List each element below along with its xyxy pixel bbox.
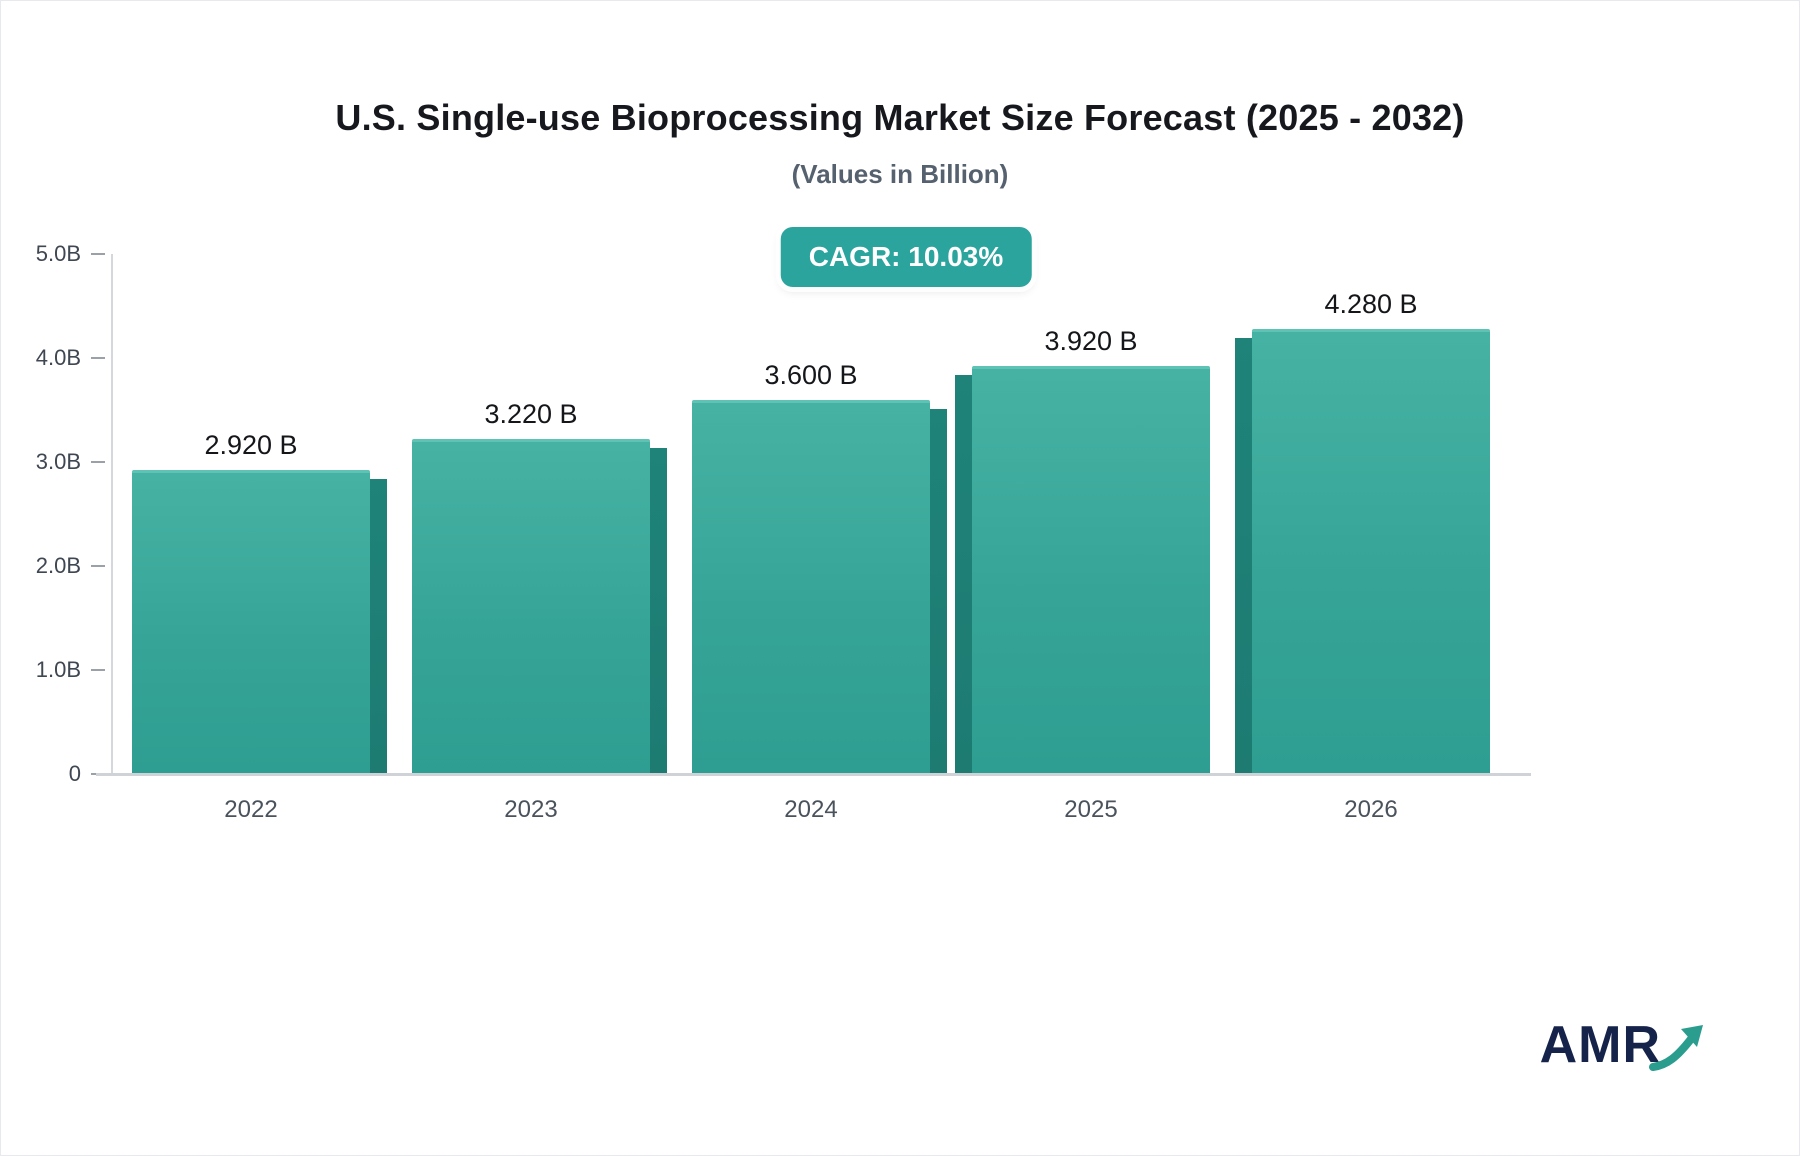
y-tick: 5.0B (36, 241, 111, 267)
y-tick-label: 0 (68, 761, 81, 786)
y-tick-label: 3.0B (35, 449, 81, 474)
bar-3d-side (930, 408, 947, 774)
bar-value-label: 4.280 B (1324, 288, 1418, 319)
bar: 2.920 B (132, 430, 387, 774)
y-tick-mark (91, 461, 105, 463)
bar: 4.280 B (1235, 289, 1490, 774)
x-axis-label: 2022 (224, 796, 278, 823)
y-tick: 1.0B (36, 657, 111, 683)
x-axis-line (96, 773, 1531, 776)
bar-group: 3.600 B 2024 (691, 254, 947, 823)
chart-subtitle: (Values in Billion) (791, 159, 1009, 189)
bar: 3.600 B (692, 360, 947, 774)
y-tick: 2.0B (36, 553, 111, 579)
amr-logo: AMR (1540, 1015, 1711, 1075)
y-tick-mark (91, 669, 105, 671)
bar-group: 4.280 B 2026 (1235, 254, 1491, 823)
x-axis-label: 2026 (1344, 796, 1398, 823)
y-axis-line (111, 254, 113, 774)
y-tick-mark (91, 253, 105, 255)
bar-group: 3.920 B 2025 (955, 254, 1211, 823)
plot-area: 5.0B 4.0B 3.0B 2.0B 1.0B 0 2.920 B 2022 3.220 B… (36, 241, 1531, 823)
bar-3d-side (370, 479, 387, 774)
y-tick-label: 4.0B (35, 345, 81, 370)
chart-title: U.S. Single-use Bioprocessing Market Siz… (335, 97, 1465, 138)
bar-3d-side (955, 375, 972, 774)
bar-3d-side (650, 448, 667, 774)
y-tick-label: 1.0B (35, 657, 81, 682)
bar-group: 3.220 B 2023 (411, 254, 667, 823)
y-tick-label: 5.0B (35, 241, 81, 266)
bar-3d-side (1235, 337, 1252, 774)
bar-value-label: 2.920 B (204, 430, 298, 461)
bar: 3.220 B (412, 399, 667, 774)
bar-value-label: 3.920 B (1044, 326, 1138, 357)
y-tick-mark (91, 357, 105, 359)
bar: 3.920 B (955, 326, 1210, 774)
cagr-badge: CAGR: 10.03% (780, 227, 1032, 287)
y-tick: 3.0B (36, 449, 111, 475)
bar-series: 2.920 B 2022 3.220 B 2023 3.600 B 2024 3.920 B… (111, 254, 1511, 823)
x-axis-label: 2025 (1064, 796, 1118, 823)
bar-group: 2.920 B 2022 (131, 254, 387, 823)
amr-logo-text: AMR (1539, 1016, 1661, 1074)
y-tick-mark (91, 565, 105, 567)
x-axis-label: 2023 (504, 796, 558, 823)
y-tick-label: 2.0B (35, 553, 81, 578)
bar-value-label: 3.220 B (484, 399, 578, 430)
x-axis-label: 2024 (784, 796, 838, 823)
growth-arrow-icon (1649, 1025, 1703, 1071)
y-tick: 4.0B (36, 345, 111, 371)
bar-value-label: 3.600 B (764, 359, 858, 390)
